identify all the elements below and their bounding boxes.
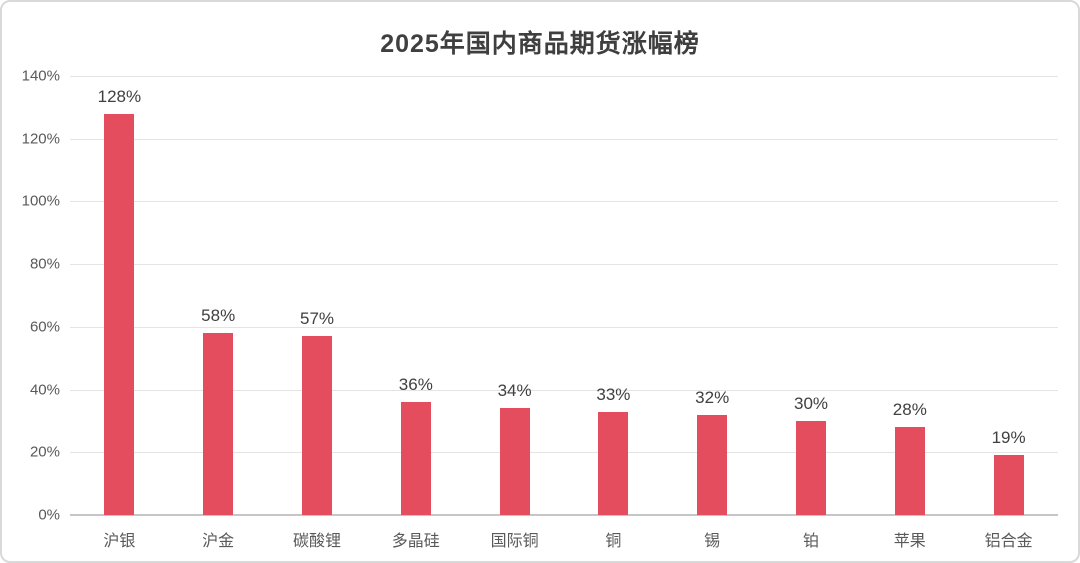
bar-锡: [697, 414, 728, 515]
chart-title: 2025年国内商品期货涨幅榜: [380, 30, 700, 58]
x-axis-category-label: 多晶硅: [391, 533, 440, 550]
bar-value-label: 19%: [991, 428, 1026, 448]
bar-碳酸锂: [302, 336, 332, 515]
bar-沪金: [203, 333, 234, 515]
bar-国际铜: [499, 408, 530, 515]
bar-沪银: [104, 113, 135, 515]
y-gridline: [70, 138, 1058, 140]
y-axis-tick-label: 80%: [29, 255, 60, 273]
bar-value-label: 128%: [97, 86, 142, 106]
y-axis-tick-label: 120%: [21, 130, 60, 148]
x-axis-category-label: 国际铜: [490, 533, 539, 550]
x-axis-category-label: 铂: [802, 533, 820, 550]
bar-铝合金: [993, 455, 1024, 515]
y-axis-tick-label: 100%: [21, 192, 60, 210]
x-axis-category-label: 苹果: [893, 533, 926, 550]
y-gridline: [70, 264, 1058, 266]
y-gridline: [70, 201, 1058, 203]
bar-value-label: 32%: [695, 387, 730, 407]
bar-value-label: 57%: [299, 309, 335, 329]
y-axis-tick-label: 40%: [29, 381, 60, 399]
bar-铜: [598, 411, 629, 515]
x-axis-category-label: 锡: [704, 533, 721, 550]
y-gridline: [70, 76, 1058, 77]
x-axis-line: [70, 514, 1058, 516]
x-axis-category-label: 沪金: [202, 533, 235, 550]
y-gridline: [70, 389, 1058, 391]
bar-铂: [796, 420, 826, 515]
y-gridline: [70, 452, 1058, 454]
y-gridline: [70, 326, 1058, 328]
y-axis-tick-label: 140%: [21, 67, 60, 85]
bar-苹果: [894, 427, 925, 515]
bar-value-label: 34%: [497, 381, 532, 401]
bar-value-label: 30%: [793, 393, 829, 413]
bar-value-label: 33%: [596, 384, 631, 404]
y-axis-tick-label: 60%: [29, 318, 60, 336]
bar-value-label: 36%: [398, 375, 433, 395]
x-axis-category-label: 碳酸锂: [292, 533, 342, 550]
bar-value-label: 28%: [892, 400, 927, 420]
x-axis-category-label: 沪银: [103, 533, 136, 550]
x-axis-category-label: 铝合金: [984, 533, 1033, 550]
y-axis-tick-label: 0%: [38, 506, 60, 524]
bar-value-label: 58%: [201, 306, 236, 326]
x-axis-category-label: 铜: [605, 533, 622, 550]
bar-多晶硅: [400, 402, 431, 515]
y-axis-tick-label: 20%: [29, 443, 60, 461]
